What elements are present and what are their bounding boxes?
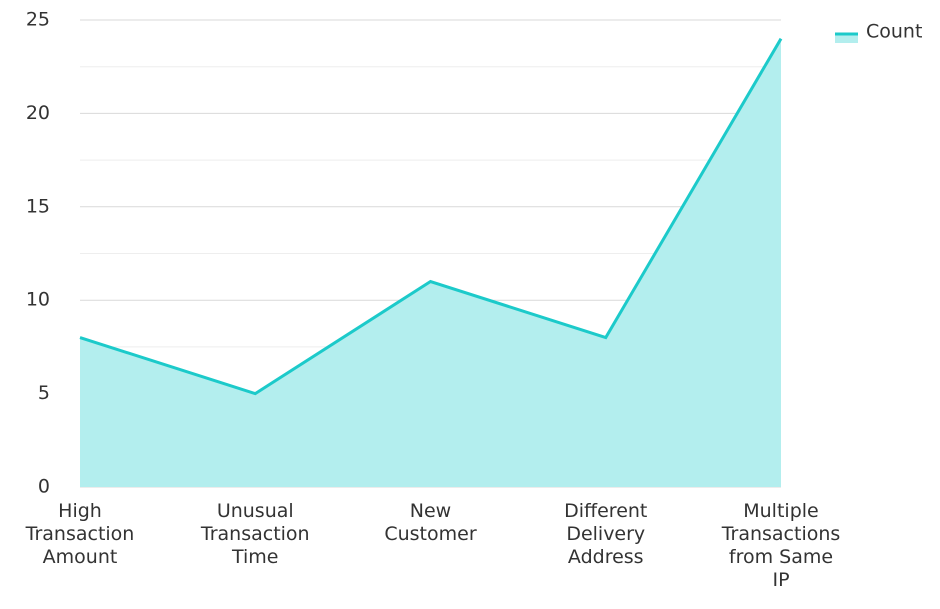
x-tick-label: Multiple Transactions from Same IP — [721, 500, 841, 591]
legend-swatch — [835, 34, 858, 43]
x-tick-label: Unusual Transaction Time — [200, 500, 310, 568]
line — [79, 37, 783, 396]
area-fill — [80, 38, 781, 488]
y-tick-label: 5 — [38, 382, 50, 404]
y-tick-label: 10 — [26, 289, 50, 311]
y-tick-label: 0 — [38, 476, 50, 498]
y-tick-label: 25 — [26, 9, 50, 31]
x-tick-label: Different Delivery Address — [564, 500, 647, 568]
legend-label: Count — [866, 21, 922, 43]
x-tick-label: High Transaction Amount — [25, 500, 135, 568]
y-tick-label: 15 — [26, 195, 50, 217]
y-tick-label: 20 — [26, 102, 50, 124]
x-tick-label: New Customer — [384, 500, 476, 545]
